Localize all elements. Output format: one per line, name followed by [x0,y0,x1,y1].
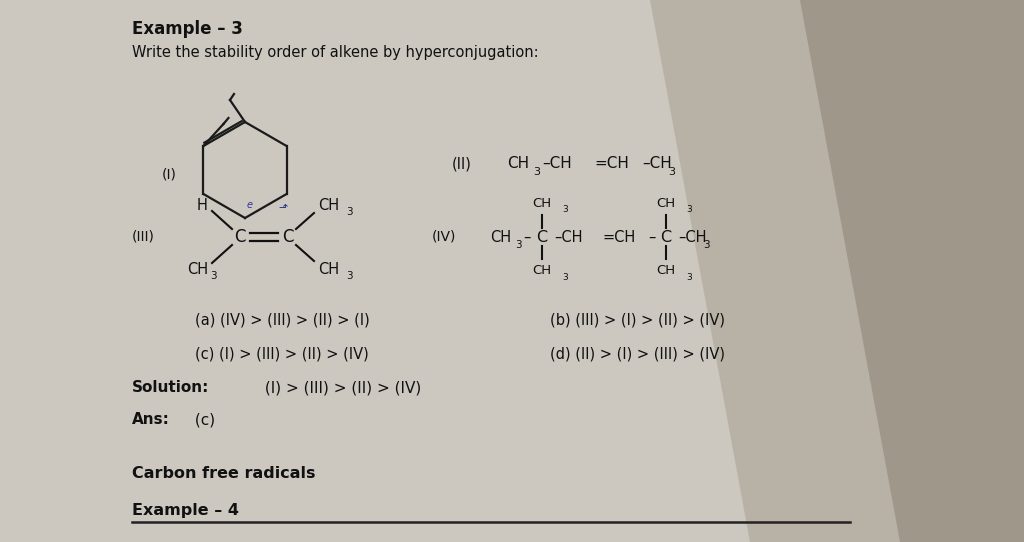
Text: (II): (II) [452,157,472,171]
Text: –: – [648,229,655,244]
Text: Example – 3: Example – 3 [132,20,243,38]
Text: –: – [523,229,530,244]
Text: 3: 3 [562,205,567,215]
Text: 3: 3 [534,167,540,177]
Text: CH: CH [656,264,676,278]
Text: CH: CH [490,229,511,244]
Text: 3: 3 [668,167,675,177]
Text: CH: CH [532,197,552,210]
Text: 3: 3 [346,207,352,217]
Text: C: C [660,229,672,244]
Text: Carbon free radicals: Carbon free radicals [132,467,315,481]
Text: 3: 3 [686,205,692,215]
Text: (a) (IV) > (III) > (II) > (I): (a) (IV) > (III) > (II) > (I) [195,313,370,327]
Text: =CH: =CH [603,229,636,244]
Text: C: C [537,229,548,244]
Text: (d) (II) > (I) > (III) > (IV): (d) (II) > (I) > (III) > (IV) [550,346,725,362]
Text: –CH: –CH [678,229,707,244]
Text: H: H [198,197,208,212]
Polygon shape [650,0,1024,542]
Text: Example – 4: Example – 4 [132,502,239,518]
Text: Solution:: Solution: [132,380,209,396]
Text: (I): (I) [162,167,177,181]
Text: –CH: –CH [642,157,672,171]
Polygon shape [800,0,1024,542]
Text: ⬏: ⬏ [279,203,288,213]
Text: 3: 3 [515,240,521,250]
Text: CH: CH [507,157,529,171]
Text: (III): (III) [132,230,155,244]
Text: Ans:: Ans: [132,412,170,428]
Text: CH: CH [532,264,552,278]
Text: (c): (c) [190,412,215,428]
Text: CH: CH [318,261,339,276]
Text: (I) > (III) > (II) > (IV): (I) > (III) > (II) > (IV) [260,380,421,396]
Text: 3: 3 [346,271,352,281]
Text: 3: 3 [562,274,567,282]
Text: CH: CH [656,197,676,210]
Text: –CH: –CH [542,157,571,171]
Text: 3: 3 [210,271,217,281]
Text: C: C [283,228,294,246]
Text: e: e [247,200,253,210]
Text: Write the stability order of alkene by hyperconjugation:: Write the stability order of alkene by h… [132,45,539,60]
Text: =CH: =CH [594,157,629,171]
Text: C: C [234,228,246,246]
Text: 3: 3 [703,240,710,250]
Text: CH: CH [186,261,208,276]
Text: –CH: –CH [554,229,583,244]
Text: CH: CH [318,197,339,212]
Text: (b) (III) > (I) > (II) > (IV): (b) (III) > (I) > (II) > (IV) [550,313,725,327]
Text: (IV): (IV) [432,230,457,244]
Text: 3: 3 [686,274,692,282]
Text: (c) (I) > (III) > (II) > (IV): (c) (I) > (III) > (II) > (IV) [195,346,369,362]
